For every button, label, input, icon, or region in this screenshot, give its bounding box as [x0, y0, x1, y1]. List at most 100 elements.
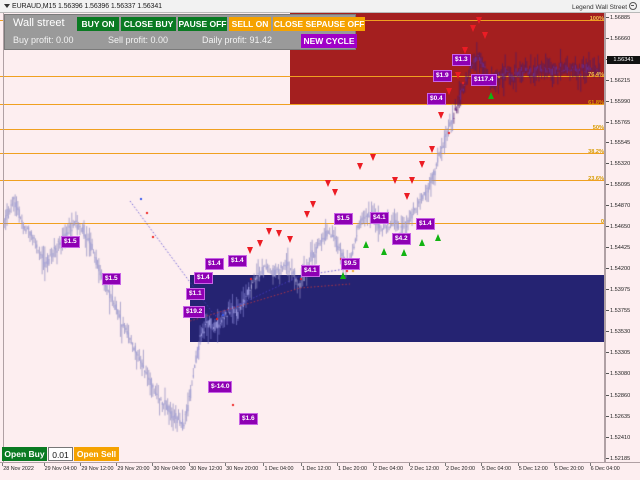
time-tick-mark — [263, 463, 265, 466]
sell-signal-arrow-icon — [257, 240, 263, 247]
time-tick-mark — [408, 463, 410, 466]
time-tick-label: 2 Dec 12:00 — [409, 466, 440, 472]
time-tick-mark — [43, 463, 45, 466]
order-profit-label[interactable]: $19.2 — [183, 306, 206, 318]
ea-title: Wall street — [13, 17, 65, 29]
time-tick-label: 2 Dec 20:00 — [445, 466, 476, 472]
time-scale[interactable]: 28 Nov 2022 29 Nov 04:00 29 Nov 12:00 29 No… — [0, 462, 640, 480]
time-tick-mark — [300, 463, 302, 466]
triangle-down-icon[interactable] — [4, 4, 10, 8]
open-buy-button[interactable]: Open Buy — [2, 447, 47, 461]
sell-signal-arrow-icon — [287, 236, 293, 243]
time-tick-label: 1 Dec 20:00 — [337, 466, 368, 472]
sell-signal-arrow-icon — [462, 47, 468, 54]
order-profit-label[interactable]: $1.9 — [433, 70, 452, 82]
chart-plot-area[interactable]: $1.5 $1.5 $1.1 $1.4 $1.4 $19.2 $1.4 $-14.0 $1.6 $… — [0, 13, 605, 462]
order-profit-label[interactable]: $1.5 — [102, 273, 121, 285]
sell-signal-arrow-icon — [392, 177, 398, 184]
order-profit-label[interactable]: $1.1 — [186, 288, 205, 300]
time-tick-label: 6 Dec 04:00 — [590, 466, 620, 472]
order-profit-label[interactable]: $1.4 — [205, 258, 224, 270]
time-tick-mark — [189, 463, 191, 466]
fib-level-label: 38.2% — [588, 148, 604, 155]
sell-on-button[interactable]: SELL ON — [229, 17, 271, 31]
order-profit-label[interactable]: $1.5 — [334, 213, 353, 225]
sell-signal-arrow-icon — [304, 211, 310, 218]
daily-profit-text: Daily profit: 91.42 — [202, 35, 273, 45]
order-profit-label[interactable]: $4.1 — [301, 265, 320, 277]
buy-signal-arrow-icon — [363, 241, 369, 248]
sell-signal-arrow-icon — [332, 189, 338, 196]
order-profit-label[interactable]: $0.4 — [427, 93, 446, 105]
time-tick-label: 29 Nov 04:00 — [44, 466, 77, 472]
order-profit-label[interactable]: $9.5 — [341, 258, 360, 270]
sell-signal-arrow-icon — [310, 201, 316, 208]
buy-profit-text: Buy profit: 0.00 — [13, 35, 74, 45]
order-profit-label[interactable]: $1.4 — [194, 272, 213, 284]
lot-size-input[interactable]: 0.01 — [48, 447, 73, 461]
plot-left-border — [3, 13, 4, 462]
buy-pause-button[interactable]: PAUSE OFF — [178, 17, 227, 31]
sell-signal-arrow-icon — [482, 32, 488, 39]
time-tick-mark — [480, 463, 482, 466]
order-profit-label[interactable]: $4.2 — [392, 233, 411, 245]
legend-label: Legend Wall Street — [571, 4, 627, 11]
time-tick-mark — [553, 463, 555, 466]
fib-level-label: 61.8% — [588, 99, 604, 106]
buy-on-button[interactable]: BUY ON — [77, 17, 119, 31]
order-profit-label[interactable]: $4.1 — [370, 212, 389, 224]
sell-signal-arrow-icon — [357, 163, 363, 170]
fib-level-label: 0 — [600, 219, 604, 226]
sell-signal-arrow-icon — [247, 247, 253, 254]
window-title-bar: EURAUD,M15 1.56396 1.56396 1.56337 1.563… — [0, 0, 640, 13]
buy-signal-arrow-icon — [401, 249, 407, 256]
fib-level-label: 50% — [592, 124, 604, 131]
legend-indicator[interactable]: Legend Wall Street — [572, 1, 637, 13]
sell-signal-arrow-icon — [470, 25, 476, 32]
time-tick-mark — [372, 463, 374, 466]
time-tick-mark — [225, 463, 227, 466]
order-profit-label[interactable]: $1.4 — [416, 218, 435, 230]
ea-control-panel: Wall street BUY ON CLOSE BUY PAUSE OFF SELL… — [4, 14, 365, 50]
fib-level-label: 23.6% — [588, 176, 604, 183]
price-scale[interactable]: 1.568851.566601.564401.562151.559901.557… — [605, 13, 640, 462]
ea-panel-row-buttons: Wall street BUY ON CLOSE BUY PAUSE OFF SELL… — [5, 16, 365, 32]
order-profit-label[interactable]: $1.6 — [239, 413, 258, 425]
open-sell-button[interactable]: Open Sell — [74, 447, 119, 461]
sell-signal-arrow-icon — [409, 177, 415, 184]
sell-pause-button[interactable]: PAUSE OFF — [316, 17, 365, 31]
time-tick-mark — [116, 463, 118, 466]
sell-signal-arrow-icon — [266, 228, 272, 235]
buy-signal-arrow-icon — [381, 248, 387, 255]
order-profit-label[interactable]: $117.4 — [471, 74, 497, 86]
time-tick-label: 5 Dec 04:00 — [481, 466, 511, 472]
time-tick-label: 29 Nov 12:00 — [81, 466, 114, 472]
order-profit-label[interactable]: $1.5 — [61, 236, 80, 248]
time-tick-label: 5 Dec 12:00 — [518, 466, 548, 472]
symbol-quote-text: EURAUD,M15 1.56396 1.56396 1.56337 1.563… — [12, 3, 162, 10]
close-buy-button[interactable]: CLOSE BUY — [121, 17, 176, 31]
info-circle-icon — [629, 2, 637, 10]
sell-signal-arrow-icon — [446, 88, 452, 95]
time-tick-label: 1 Dec 12:00 — [301, 466, 332, 472]
order-profit-label[interactable]: $1.4 — [228, 255, 247, 267]
fib-level-label: 76.4% — [588, 72, 604, 79]
new-cycle-button[interactable]: NEW CYCLE — [301, 34, 357, 48]
sell-signal-arrow-icon — [455, 72, 461, 79]
time-tick-label: 30 Nov 12:00 — [190, 466, 223, 472]
time-tick-mark — [152, 463, 154, 466]
plot-right-border — [604, 13, 605, 462]
time-tick-mark — [2, 463, 4, 466]
fib-level-label: 100% — [589, 16, 604, 23]
time-tick-label: 2 Dec 04:00 — [373, 466, 404, 472]
time-tick-label: 1 Dec 04:00 — [264, 466, 294, 472]
time-tick-mark — [80, 463, 82, 466]
sell-signal-arrow-icon — [419, 161, 425, 168]
close-sell-button[interactable]: CLOSE SELL — [273, 17, 328, 31]
sell-signal-arrow-icon — [325, 180, 331, 187]
sell-profit-text: Sell profit: 0.00 — [108, 35, 169, 45]
order-profit-label[interactable]: $1.3 — [452, 54, 471, 66]
sell-signal-arrow-icon — [429, 146, 435, 153]
order-profit-label[interactable]: $-14.0 — [208, 381, 233, 393]
